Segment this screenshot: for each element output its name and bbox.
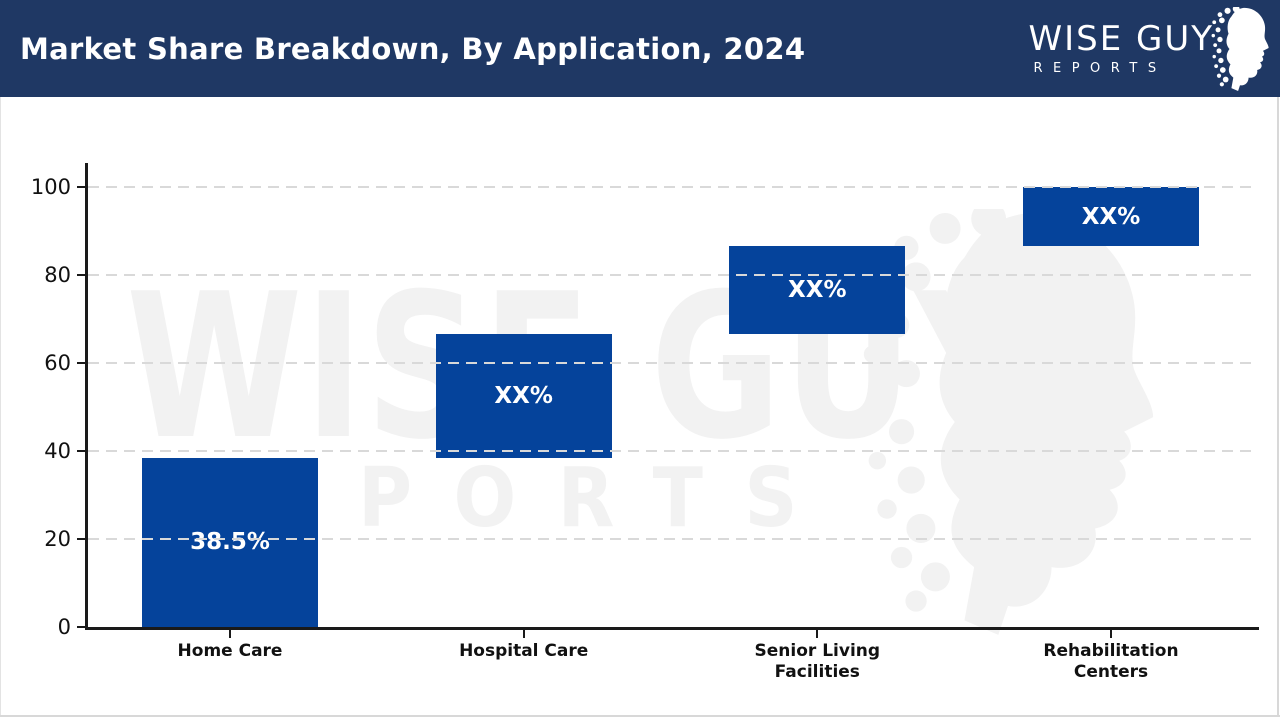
- y-axis-tick: [77, 450, 85, 452]
- y-axis-tick-label: 0: [57, 615, 71, 639]
- page-title: Market Share Breakdown, By Application, …: [20, 31, 806, 66]
- y-axis-tick: [77, 538, 85, 540]
- y-axis-tick: [77, 186, 85, 188]
- x-axis-category-label: Senior Living Facilities: [754, 641, 881, 682]
- x-axis-category-label: Home Care: [177, 641, 283, 661]
- y-axis-tick-label: 60: [44, 351, 71, 375]
- x-axis-tick: [229, 627, 231, 638]
- header-band: Market Share Breakdown, By Application, …: [0, 0, 1280, 97]
- gridline-100: [88, 186, 1255, 188]
- y-axis-tick-label: 40: [44, 439, 71, 463]
- gridline-20: [88, 538, 1255, 540]
- bar-home-care: 38.5%: [142, 457, 318, 627]
- y-axis-tick-label: 20: [44, 527, 71, 551]
- chart-area: WISE GUY REPORTS 38.5% Home Care XX% Hospit…: [0, 97, 1280, 720]
- dotted-head-icon: [1210, 6, 1270, 91]
- y-axis-tick-label: 100: [30, 175, 71, 199]
- y-axis-tick: [77, 274, 85, 276]
- gridline-60: [88, 362, 1255, 364]
- plot: 38.5% Home Care XX% Hospital Care XX% Senior …: [31, 163, 1259, 682]
- left-edge-rule: [0, 97, 1, 715]
- bar-value-label: XX%: [494, 382, 553, 409]
- logo-wordmark-line2: REPORTS: [1033, 60, 1167, 76]
- gridline-40: [88, 450, 1255, 452]
- bar-hospital-care: XX%: [435, 334, 612, 458]
- y-axis-tick: [77, 626, 85, 628]
- x-axis-category-label: Hospital Care: [459, 641, 589, 661]
- logo-wordmark: WISE GUY REPORTS: [1028, 22, 1214, 76]
- y-axis-tick-label: 80: [44, 263, 71, 287]
- x-axis-tick: [1110, 627, 1112, 638]
- bottom-edge-rule: [0, 715, 1280, 717]
- y-axis-tick: [77, 362, 85, 364]
- logo-wordmark-line1: WISE GUY: [1028, 18, 1214, 59]
- bar-senior-living-facilities: XX%: [729, 246, 906, 335]
- x-axis-tick: [816, 627, 819, 638]
- gridline-80: [88, 274, 1255, 276]
- watermark-head-icon: [858, 201, 1158, 639]
- wise-guy-reports-logo: WISE GUY REPORTS: [1028, 6, 1270, 91]
- bar-value-label: XX%: [1081, 203, 1141, 230]
- x-axis-tick: [522, 627, 525, 638]
- bar-value-label: 38.5%: [190, 529, 270, 556]
- bar-value-label: XX%: [788, 277, 847, 304]
- x-axis-category-label: Rehabilitation Centers: [1043, 641, 1179, 682]
- bar-rehabilitation-centers: XX%: [1023, 187, 1199, 247]
- right-edge-rule: [1277, 97, 1279, 715]
